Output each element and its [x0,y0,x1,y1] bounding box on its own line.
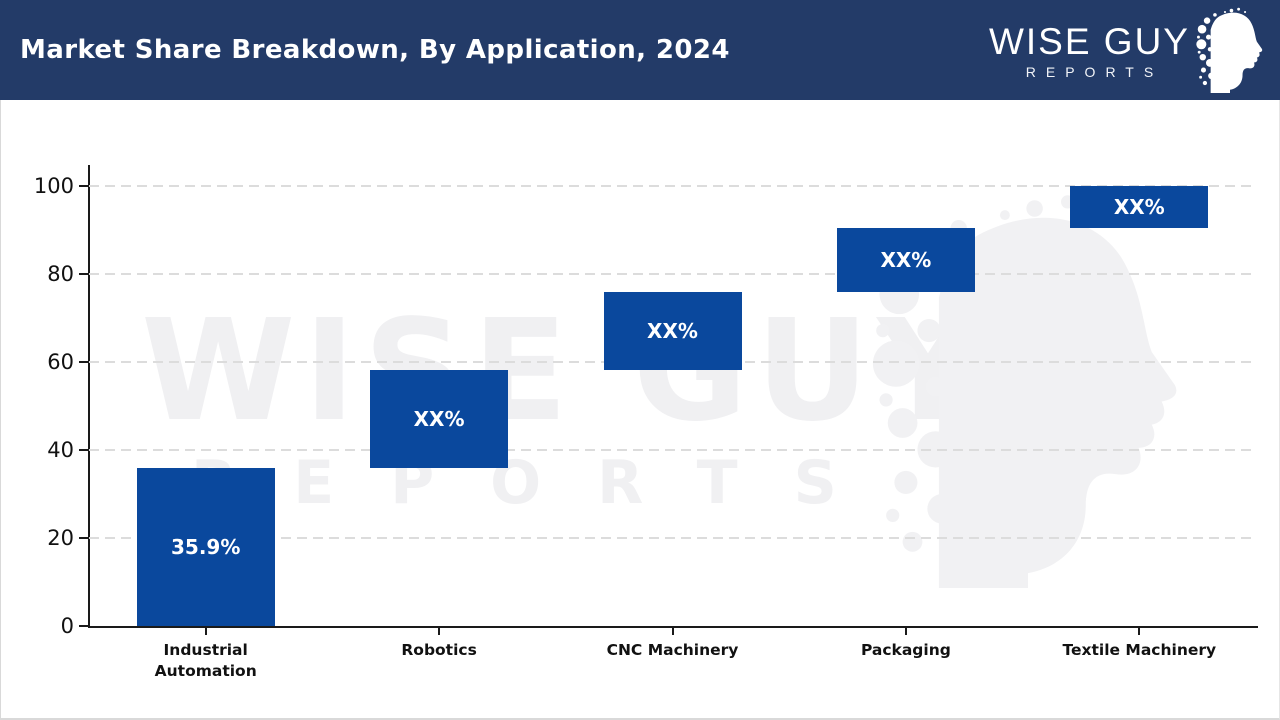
y-tick-mark [79,361,88,363]
gridline [89,449,1256,451]
category-label-line: Automation [154,662,257,680]
bar-value-label: XX% [880,247,932,272]
category-label-line: Textile Machinery [1062,641,1217,659]
category-label-line: Robotics [401,641,477,659]
x-tick-mark [204,628,207,635]
category-label-industrial-automation: Industrial Automation [90,640,322,682]
bar-segment-packaging: XX% [836,227,975,292]
logo-text: WISE GUY REPORTS [989,21,1190,80]
gridline [89,537,1256,539]
watermark-tagline: REPORTS [191,448,893,518]
y-tick-label: 0 [60,614,74,638]
logo-tagline: REPORTS [1025,63,1164,80]
category-label-robotics: Robotics [323,640,555,661]
bar-value-label: 35.9% [170,535,241,559]
y-tick-label: 20 [47,526,74,550]
chart-area: WISE GUY REPORTS [0,100,1280,720]
x-tick-mark [1138,628,1141,635]
y-tick-mark [79,537,88,539]
bar-segment-industrial-automation: 35.9% [136,468,275,626]
gridline [89,273,1256,275]
y-tick-label: 60 [47,350,74,374]
y-tick-label: 80 [47,262,74,286]
category-label-textile-machinery: Textile Machinery [1023,640,1255,661]
watermark-wordmark: WISE GUY [141,290,987,453]
category-label-cnc-machinery: CNC Machinery [557,640,789,661]
y-tick-mark [79,273,88,275]
logo-wordmark: WISE GUY [988,20,1190,62]
y-tick-mark [79,625,88,627]
bar-segment-robotics: XX% [370,369,509,469]
gridline [89,185,1256,187]
y-tick-label: 40 [47,438,74,462]
category-label-line: Industrial [163,641,248,659]
bar-value-label: XX% [413,406,465,431]
y-axis-line [88,165,90,628]
x-tick-mark [438,628,441,635]
x-tick-mark [671,628,674,635]
wiseguy-logo: WISE GUY REPORTS [989,7,1266,93]
page-title: Market Share Breakdown, By Application, … [20,35,730,65]
header-bar: Market Share Breakdown, By Application, … [0,0,1280,100]
bar-segment-cnc-machinery: XX% [603,291,742,370]
bar-value-label: XX% [647,318,698,343]
bar-value-label: XX% [1113,194,1165,219]
category-label-packaging: Packaging [790,640,1022,661]
category-label-line: CNC Machinery [606,641,739,659]
x-axis-line [88,626,1258,628]
y-tick-mark [79,185,88,187]
y-tick-mark [79,449,88,451]
category-label-line: Packaging [860,641,951,659]
bar-segment-textile-machinery: XX% [1070,186,1209,228]
x-tick-mark [904,628,907,635]
y-tick-label: 100 [33,174,74,198]
